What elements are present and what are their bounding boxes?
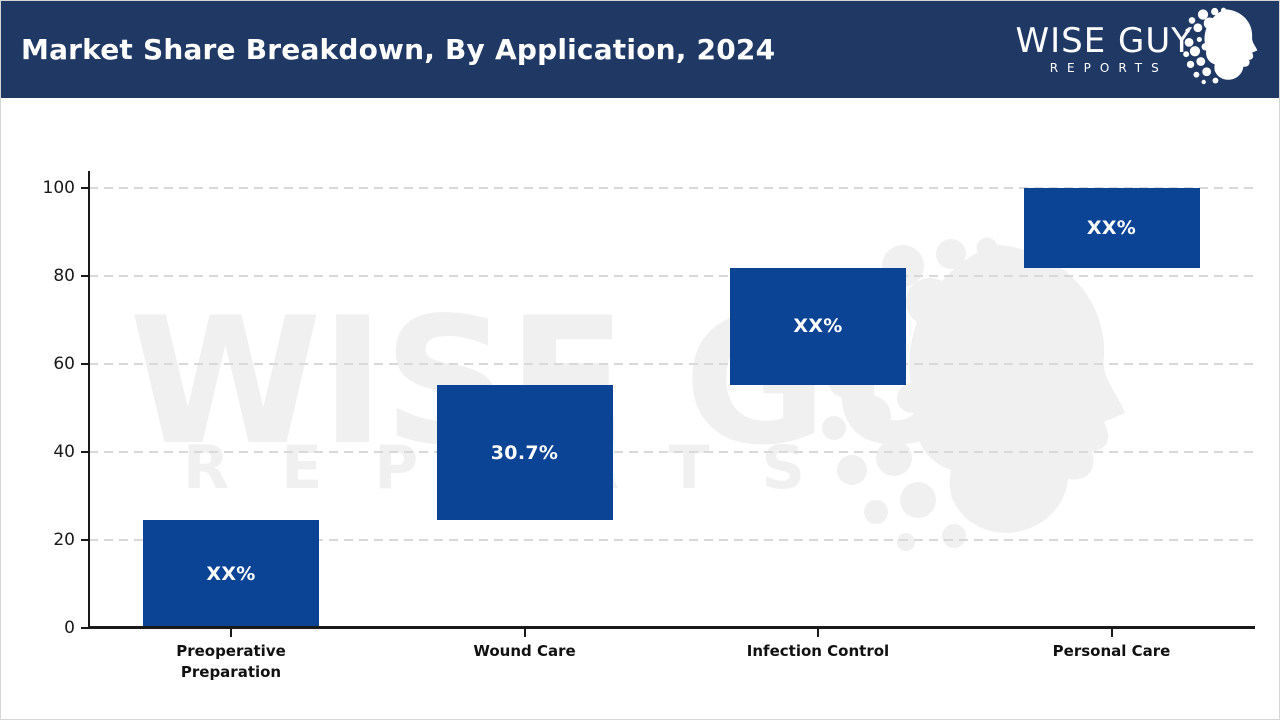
- x-category-label: Personal Care: [1052, 642, 1171, 660]
- gridline: [89, 363, 1254, 365]
- brand-logo-text: WISE GUY REPORTS: [1015, 24, 1193, 75]
- bar-segment: XX%: [143, 520, 319, 628]
- x-category-label: Wound Care: [473, 642, 576, 660]
- x-axis-tick: [1110, 629, 1113, 637]
- bar-value-label: XX%: [1086, 216, 1137, 239]
- y-tick-label: 40: [53, 442, 75, 462]
- bar-value-label: XX%: [206, 563, 256, 586]
- bar-segment: XX%: [1023, 188, 1200, 268]
- y-tick-label: 100: [42, 178, 75, 198]
- y-tick-label: 0: [64, 618, 75, 638]
- bar-segment: XX%: [730, 267, 906, 386]
- brand-wordmark: WISE GUY: [1015, 20, 1193, 61]
- header-bar: Market Share Breakdown, By Application, …: [1, 1, 1279, 98]
- bar-value-label: 30.7%: [490, 441, 559, 464]
- x-axis-tick: [817, 629, 819, 637]
- chart-title: Market Share Breakdown, By Application, …: [21, 33, 776, 66]
- bar-segment: 30.7%: [436, 385, 613, 521]
- y-axis-tick: [81, 275, 88, 277]
- y-tick-label: 80: [53, 266, 75, 286]
- x-category-label: Preoperative Preparation: [176, 642, 286, 681]
- x-axis-tick: [230, 629, 232, 637]
- x-category-label: Infection Control: [746, 642, 890, 660]
- gridline: [89, 275, 1254, 277]
- y-tick-label: 20: [53, 530, 75, 550]
- y-axis-tick: [81, 539, 88, 541]
- brand-subtitle: REPORTS: [1049, 60, 1168, 75]
- y-axis-line: [88, 171, 90, 629]
- y-axis-tick: [81, 363, 88, 365]
- y-axis-tick: [81, 627, 88, 629]
- brand-logo: WISE GUY REPORTS: [1015, 5, 1271, 93]
- gridline: [89, 187, 1254, 189]
- y-axis-tick: [81, 187, 88, 189]
- gridline: [89, 451, 1254, 453]
- y-tick-label: 60: [53, 354, 75, 374]
- head-dots-icon: [1183, 7, 1258, 85]
- gridline: [89, 539, 1254, 541]
- y-axis-tick: [81, 451, 88, 453]
- x-axis-tick: [523, 629, 526, 637]
- x-axis-line: [88, 626, 1255, 629]
- bar-value-label: XX%: [793, 315, 843, 338]
